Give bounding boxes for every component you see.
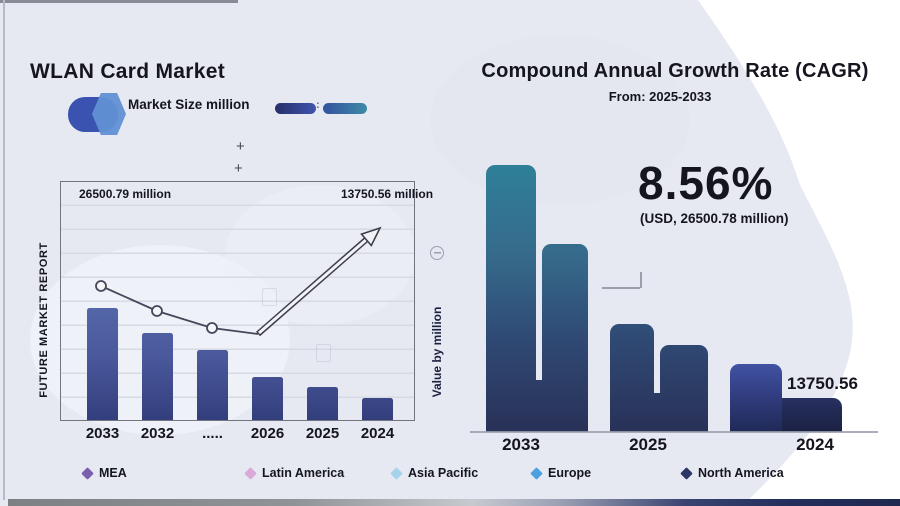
legend-diamond-icon bbox=[81, 467, 94, 480]
legend-diamond-icon bbox=[680, 467, 693, 480]
right-axis-year-label: 2025 bbox=[629, 435, 667, 454]
left-border-line bbox=[3, 0, 5, 500]
market-size-label: Market Size million bbox=[128, 97, 250, 112]
right-chart-x-axis: 2033 2025 2024 bbox=[0, 435, 900, 455]
left-chart-x-axis: 2033 2032..... 2026 2025 2024 bbox=[0, 425, 450, 443]
market-bar bbox=[197, 350, 228, 420]
cagr-title: Compound Annual Growth Rate (CAGR) bbox=[481, 60, 869, 82]
market-bar bbox=[87, 308, 118, 420]
top-border-line bbox=[0, 0, 238, 3]
cagr-bar-merge bbox=[486, 380, 588, 432]
pill-separator: : bbox=[316, 99, 320, 111]
legend-label: Asia Pacific bbox=[408, 466, 479, 480]
end-value-callout: 13750.56 bbox=[787, 374, 858, 393]
left-axis-year-label: 2025 bbox=[305, 425, 340, 442]
cagr-subtitle: From: 2025-2033 bbox=[608, 89, 712, 104]
step-callout-line bbox=[640, 272, 642, 288]
legend-label: Latin America bbox=[262, 466, 345, 480]
cagr-percent-value: 8.56% bbox=[638, 157, 774, 209]
plus-mark: + bbox=[234, 160, 243, 177]
step-callout-line bbox=[602, 287, 640, 289]
cagr-bar-primary bbox=[730, 364, 782, 432]
left-axis-year-label: 2033 bbox=[85, 425, 120, 442]
legend-diamond-icon bbox=[530, 467, 543, 480]
right-chart-baseline bbox=[470, 431, 878, 433]
market-bar bbox=[362, 398, 393, 420]
legend-label: MEA bbox=[99, 466, 127, 480]
plus-mark: + bbox=[236, 138, 245, 155]
market-bar bbox=[142, 333, 173, 420]
legend-diamond-icon bbox=[244, 467, 257, 480]
right-axis-year-label: 2024 bbox=[796, 435, 834, 454]
market-bar bbox=[307, 387, 338, 420]
right-axis-year-label: 2033 bbox=[502, 435, 540, 454]
cagr-bar-merge bbox=[610, 393, 708, 432]
legend-label: North America bbox=[698, 466, 784, 480]
left-chart-bars bbox=[60, 181, 415, 420]
bottom-accent-strip bbox=[8, 499, 900, 506]
watermark-clipboard-icon bbox=[262, 288, 277, 306]
region-legend: MEA Latin America Asia Pacific Europe North … bbox=[0, 465, 900, 485]
left-axis-year-label: 2026 bbox=[250, 425, 285, 442]
cagr-bar-secondary bbox=[782, 398, 842, 432]
future-market-report-watermark: FUTURE MARKET REPORT bbox=[38, 242, 50, 398]
legend-label: Europe bbox=[548, 466, 592, 480]
circle-minus-icon bbox=[430, 246, 444, 260]
left-chart-start-value: 26500.79 million bbox=[79, 187, 172, 201]
left-axis-year-label: 2024 bbox=[360, 425, 395, 442]
value-axis-label: Value by million bbox=[430, 306, 444, 398]
cagr-usd-note: (USD, 26500.78 million) bbox=[640, 211, 789, 226]
left-axis-year-label: 2032 bbox=[140, 425, 175, 442]
decorative-pill-teal bbox=[323, 103, 367, 114]
left-axis-year-label: ..... bbox=[202, 425, 223, 442]
legend-diamond-icon bbox=[390, 467, 403, 480]
decorative-pill-navy bbox=[275, 103, 316, 114]
page-title: WLAN Card Market bbox=[30, 60, 225, 83]
left-chart-end-value: 13750.56 million bbox=[341, 187, 434, 201]
market-bar bbox=[252, 377, 283, 420]
watermark-clipboard-icon bbox=[316, 344, 331, 362]
